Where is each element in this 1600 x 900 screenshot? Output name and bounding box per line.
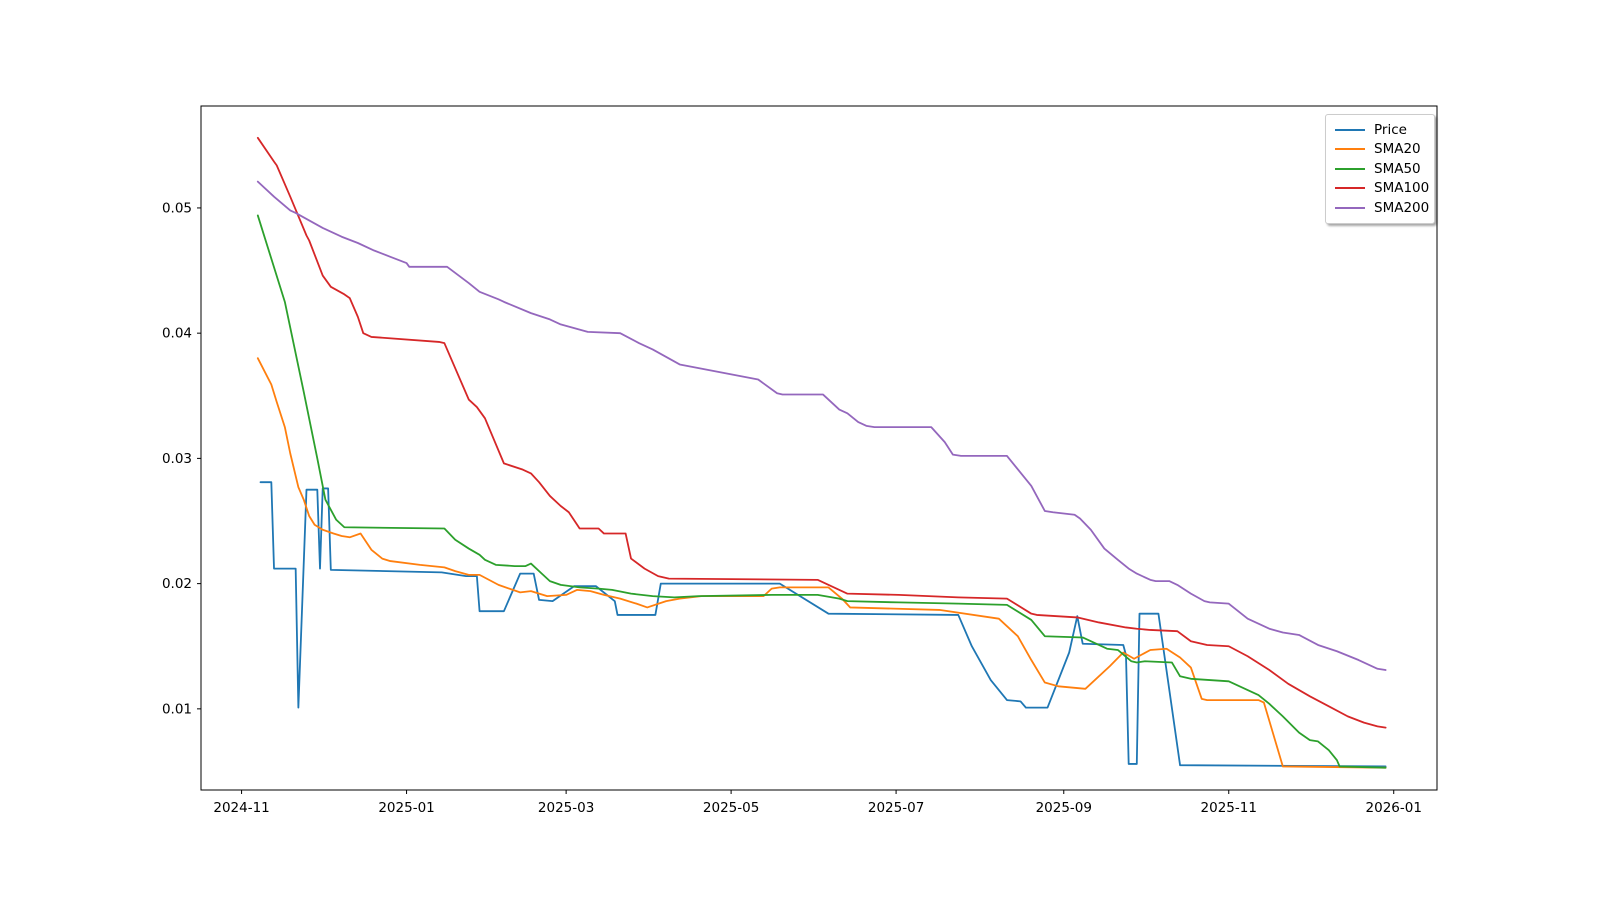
x-tick-label: 2024-11 (213, 800, 269, 816)
legend-box: Price SMA20 SMA50 SMA100 SMA200 (1325, 114, 1435, 224)
x-tick-label: 2025-11 (1201, 800, 1257, 816)
series-line-sma20 (256, 357, 1387, 769)
x-tick-label: 2025-03 (538, 800, 594, 816)
y-axis-ticks: 0.01 0.02 0.03 0.04 0.05 (162, 200, 201, 717)
x-tick-label: 2025-05 (703, 800, 759, 816)
series-line-sma50 (256, 214, 1387, 769)
y-tick-label: 0.02 (162, 576, 192, 592)
sma100-line-swatch (1335, 187, 1365, 190)
x-tick-label: 2025-01 (378, 800, 434, 816)
sma20-line-swatch (1335, 148, 1365, 151)
legend-label-sma50: SMA50 (1374, 160, 1421, 177)
legend-label-sma200: SMA200 (1374, 199, 1430, 216)
x-tick-label: 2025-09 (1036, 800, 1092, 816)
plot-area-border (200, 105, 1438, 791)
x-tick-label: 2026-01 (1366, 800, 1422, 816)
sma200-line-swatch (1335, 206, 1365, 209)
legend-label-price: Price (1374, 121, 1407, 138)
y-tick-label: 0.03 (162, 451, 192, 467)
legend-item-price: Price (1335, 120, 1428, 140)
y-tick-label: 0.05 (162, 200, 192, 216)
legend-item-sma20: SMA20 (1335, 140, 1428, 160)
legend-item-sma200: SMA200 (1335, 198, 1430, 218)
legend-label-sma20: SMA20 (1374, 141, 1421, 158)
x-axis-ticks: 2024-11 2025-01 2025-03 2025-05 2025-07 2025-… (213, 790, 1422, 816)
legend-item-sma50: SMA50 (1335, 159, 1428, 179)
y-tick-label: 0.04 (162, 326, 192, 342)
series-line-price (259, 481, 1387, 768)
series-line-sma200 (256, 180, 1387, 671)
series-line-sma100 (256, 136, 1387, 729)
sma50-line-swatch (1335, 167, 1365, 170)
price-line-swatch (1335, 128, 1365, 131)
y-tick-label: 0.01 (162, 701, 192, 717)
legend-item-sma100: SMA100 (1335, 179, 1430, 199)
series-lines (256, 136, 1387, 769)
x-tick-label: 2025-07 (868, 800, 924, 816)
legend-label-sma100: SMA100 (1374, 180, 1430, 197)
